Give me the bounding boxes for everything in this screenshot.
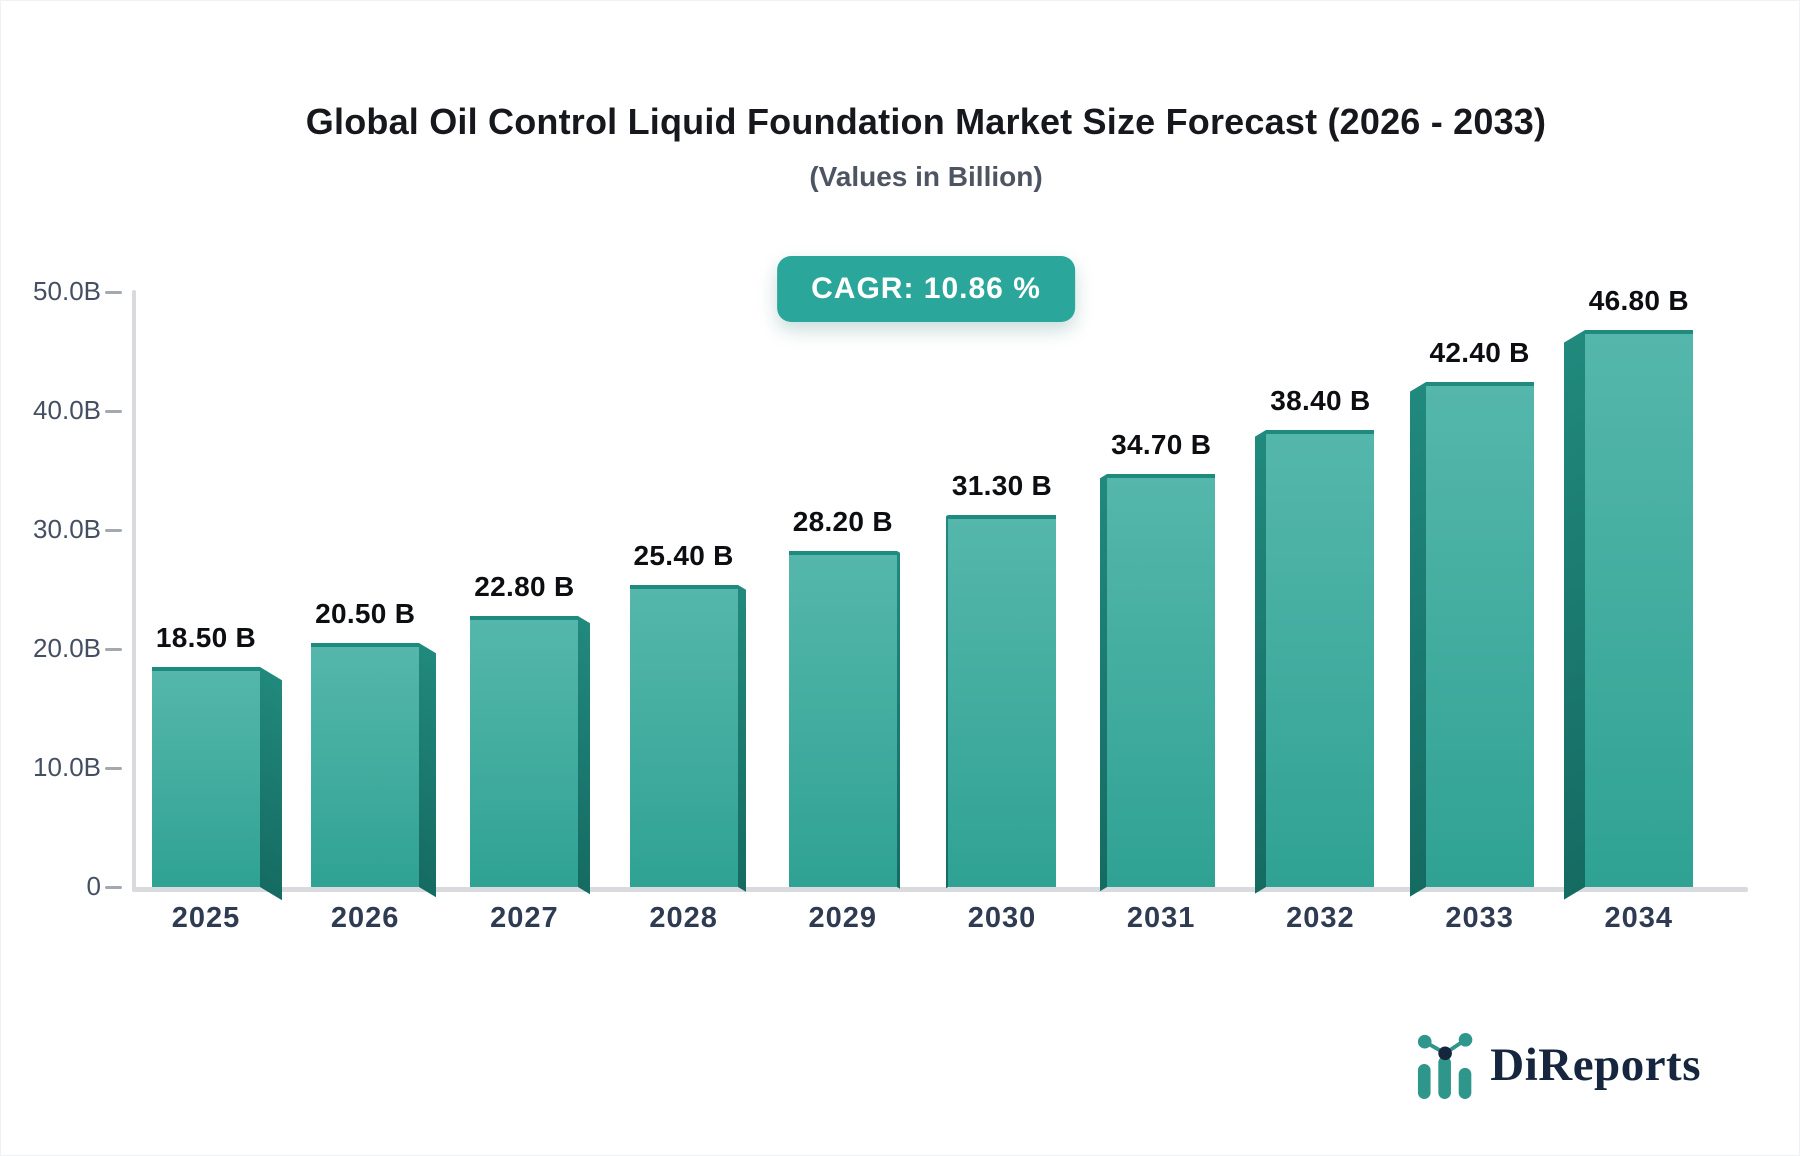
bar-side-face — [1255, 430, 1267, 894]
bar-2031 — [1107, 474, 1216, 887]
bar-2025 — [152, 666, 260, 887]
direports-logo-text: DiReports — [1490, 1038, 1701, 1091]
bar-value-label: 25.40 B — [633, 539, 734, 571]
y-tick-mark — [105, 290, 122, 294]
y-tick-label: 30.0B — [33, 514, 101, 544]
bar-2032 — [1266, 430, 1375, 887]
y-tick-mark — [105, 528, 122, 532]
bar-side-face — [896, 551, 900, 889]
bar-side-face — [578, 615, 591, 895]
bar-side-face — [419, 643, 437, 898]
bar-value-label: 31.30 B — [951, 469, 1053, 501]
direports-logo: DiReports — [1416, 1029, 1701, 1101]
bar-value-label: 42.40 B — [1429, 337, 1530, 369]
x-axis-label: 2025 — [171, 902, 241, 934]
bar-side-face — [260, 666, 282, 901]
x-axis-label: 2029 — [808, 902, 878, 934]
bar-2034 — [1584, 330, 1693, 887]
y-tick-label: 0 — [86, 871, 101, 901]
bar-side-face — [1563, 330, 1585, 900]
bar-value-label: 46.80 B — [1588, 285, 1689, 317]
chart-title: Global Oil Control Liquid Foundation Mar… — [305, 101, 1547, 142]
x-axis-label: 2031 — [1126, 902, 1196, 934]
x-axis-label: 2033 — [1445, 902, 1514, 934]
bar-value-label: 34.70 B — [1111, 429, 1212, 461]
bar-side-face — [737, 584, 746, 892]
y-tick-mark — [105, 766, 122, 770]
cagr-badge: CAGR: 10.86 % — [777, 256, 1075, 322]
bar-2027 — [470, 615, 579, 887]
bar-side-face — [1100, 474, 1108, 892]
bar-2029 — [788, 551, 897, 887]
y-tick-label: 40.0B — [33, 395, 101, 425]
x-axis-label: 2026 — [330, 902, 400, 934]
x-axis-baseline — [132, 887, 1748, 892]
x-axis-label: 2034 — [1604, 902, 1674, 934]
bar-value-label: 18.50 B — [155, 621, 257, 653]
x-axis-label: 2028 — [649, 902, 718, 934]
x-axis-label: 2027 — [490, 902, 559, 934]
bar-2028 — [629, 584, 738, 887]
mini-bar-chart-with-trend-dots-icon — [1418, 1032, 1473, 1099]
bar-2033 — [1425, 382, 1534, 887]
x-axis-label: 2030 — [967, 902, 1037, 934]
bar-value-label: 38.40 B — [1270, 385, 1371, 417]
chart-subtitle: (Values in Billion) — [809, 161, 1043, 192]
bar-side-face — [1409, 382, 1426, 897]
y-tick-label: 20.0B — [33, 633, 101, 663]
x-axis-label: 2032 — [1286, 902, 1355, 934]
y-tick-mark — [105, 409, 122, 413]
y-tick-mark — [105, 885, 122, 889]
bar-value-label: 28.20 B — [792, 506, 893, 538]
bar-value-label: 20.50 B — [315, 598, 416, 630]
bar-2026 — [311, 643, 420, 887]
y-tick-label: 10.0B — [33, 752, 101, 782]
y-tick-mark — [105, 647, 122, 651]
y-axis-line — [132, 290, 136, 891]
bar-2030 — [948, 514, 1056, 887]
bar-value-label: 22.80 B — [474, 570, 575, 602]
y-tick-label: 50.0B — [33, 276, 101, 306]
